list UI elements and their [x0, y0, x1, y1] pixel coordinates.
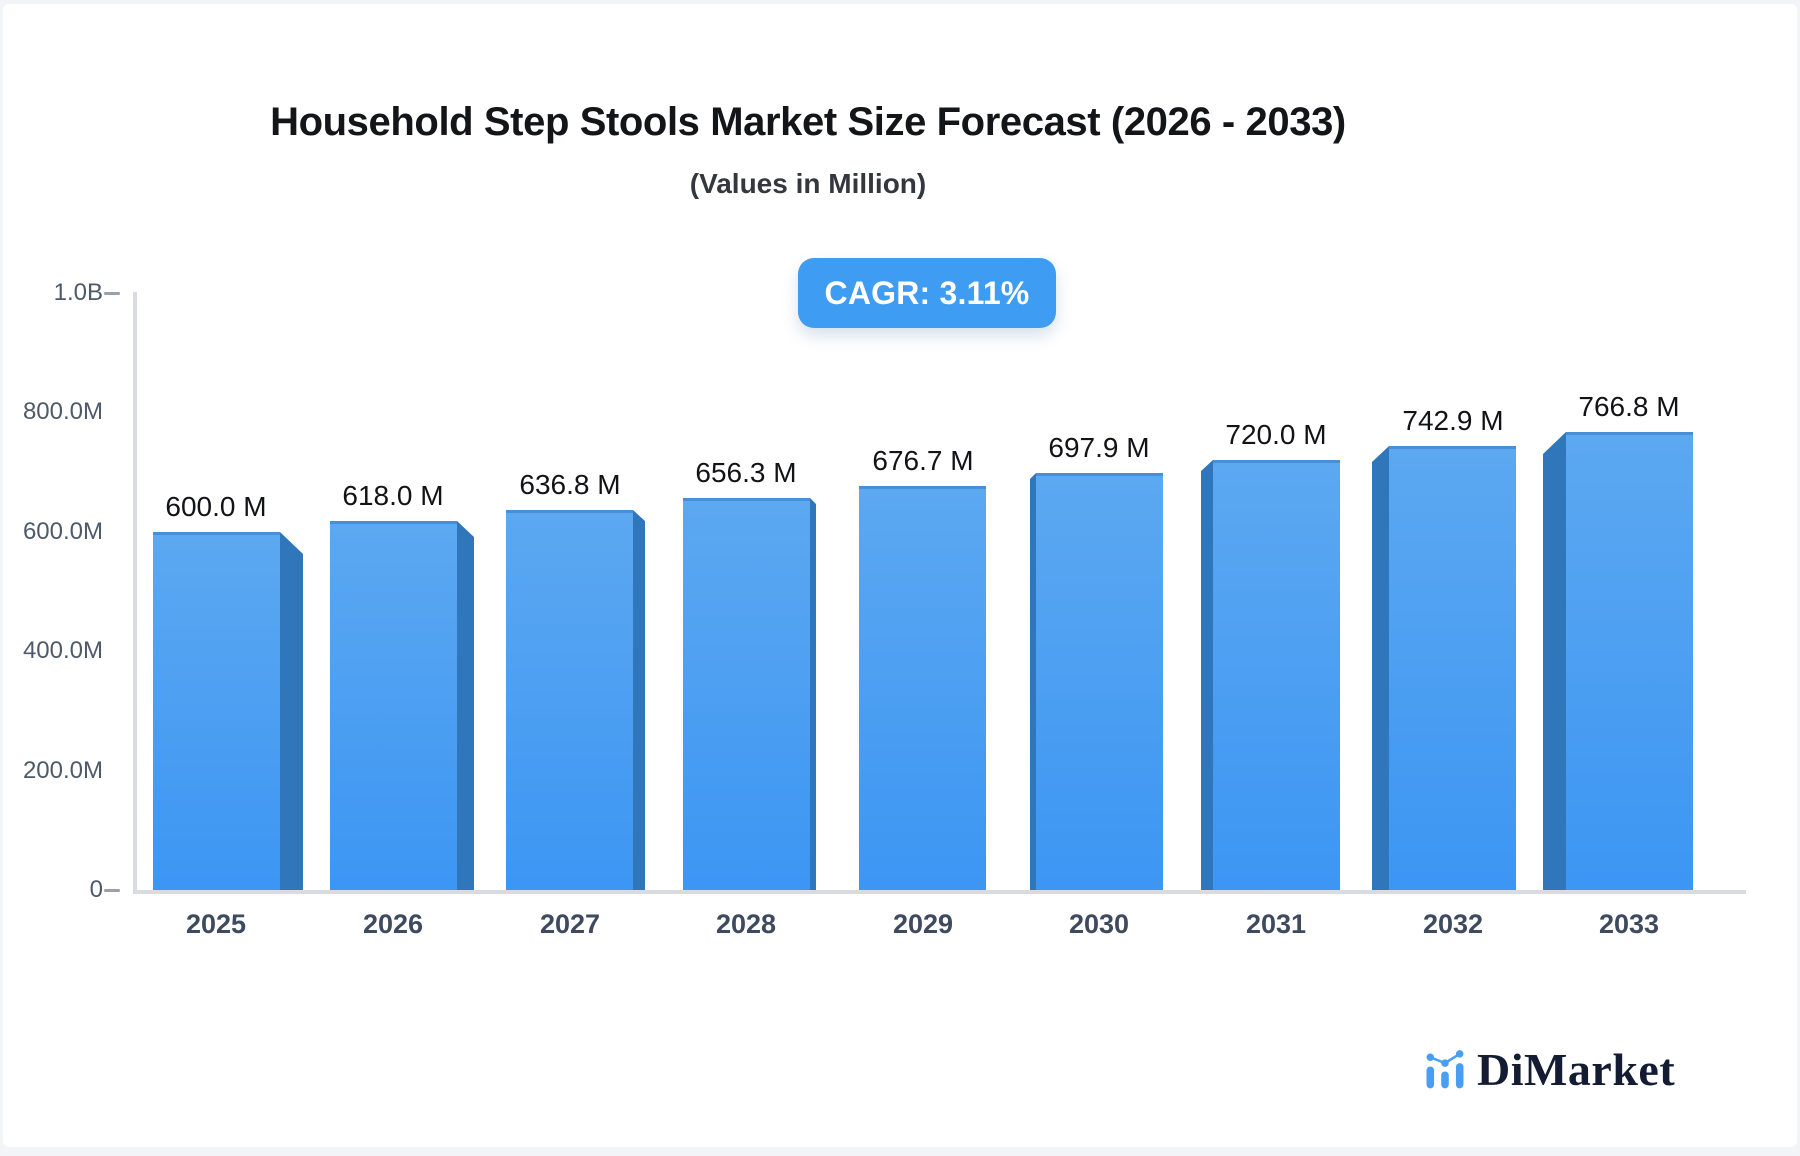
y-axis-line	[133, 292, 137, 891]
chart-subtitle: (Values in Million)	[689, 168, 927, 199]
cagr-badge: CAGR: 3.11%	[798, 258, 1056, 328]
x-tick-label-2028: 2028	[715, 909, 777, 939]
bar-2026	[330, 521, 457, 890]
bar-value-label-2027: 636.8 M	[519, 469, 621, 500]
y-tick-label: 0	[89, 876, 103, 903]
x-tick-label-2030: 2030	[1068, 909, 1130, 939]
brand-logo: DiMarket	[1424, 1042, 1675, 1096]
bar-2029	[859, 486, 986, 890]
chart-card: Household Step Stools Market Size Foreca…	[3, 4, 1797, 1147]
brand-name: DiMarket	[1477, 1043, 1676, 1095]
y-tick-mark	[104, 291, 120, 295]
bar-side-face-2028	[810, 498, 816, 890]
bar-2031	[1213, 460, 1340, 890]
x-tick-label-2027: 2027	[539, 909, 601, 939]
bar-side-face-2031	[1201, 460, 1213, 890]
x-tick-label-2026: 2026	[362, 909, 424, 939]
bar-side-face-2033	[1543, 432, 1566, 890]
x-tick-label-2033: 2033	[1598, 909, 1660, 939]
bar-value-label-2031: 720.0 M	[1225, 419, 1327, 450]
bar-side-face-2027	[633, 510, 645, 890]
bar-value-label-2033: 766.8 M	[1578, 391, 1680, 422]
bar-value-label-2028: 656.3 M	[695, 457, 797, 488]
bar-2027	[506, 510, 633, 890]
bar-2028	[683, 498, 810, 890]
bar-side-face-2032	[1372, 446, 1389, 890]
bar-value-label-2029: 676.7 M	[872, 445, 974, 476]
bar-value-label-2030: 697.9 M	[1048, 432, 1150, 463]
bar-value-label-2026: 618.0 M	[342, 480, 444, 511]
bar-side-face-2025	[280, 532, 303, 890]
y-tick-label: 200.0M	[22, 756, 103, 784]
bar-2032	[1389, 446, 1516, 890]
x-tick-label-2032: 2032	[1422, 909, 1484, 939]
y-tick-mark	[104, 888, 120, 892]
chart-title: Household Step Stools Market Size Foreca…	[270, 100, 1346, 144]
bar-2025	[153, 532, 280, 890]
y-tick-label: 400.0M	[22, 637, 103, 665]
bar-value-label-2032: 742.9 M	[1402, 405, 1504, 436]
x-tick-label-2031: 2031	[1245, 909, 1307, 939]
x-tick-label-2025: 2025	[185, 909, 247, 939]
bar-value-label-2025: 600.0 M	[165, 491, 267, 522]
y-tick-label: 600.0M	[22, 517, 103, 545]
y-tick-label: 800.0M	[22, 398, 103, 426]
x-tick-label-2029: 2029	[892, 909, 954, 939]
y-tick-label: 1.0B	[53, 279, 103, 306]
bar-2033	[1566, 432, 1693, 890]
dimarket-logo-icon	[1426, 1050, 1464, 1089]
x-axis-baseline	[133, 890, 1746, 894]
bar-2030	[1036, 473, 1163, 890]
bar-side-face-2030	[1030, 473, 1036, 890]
bar-side-face-2026	[457, 521, 474, 890]
